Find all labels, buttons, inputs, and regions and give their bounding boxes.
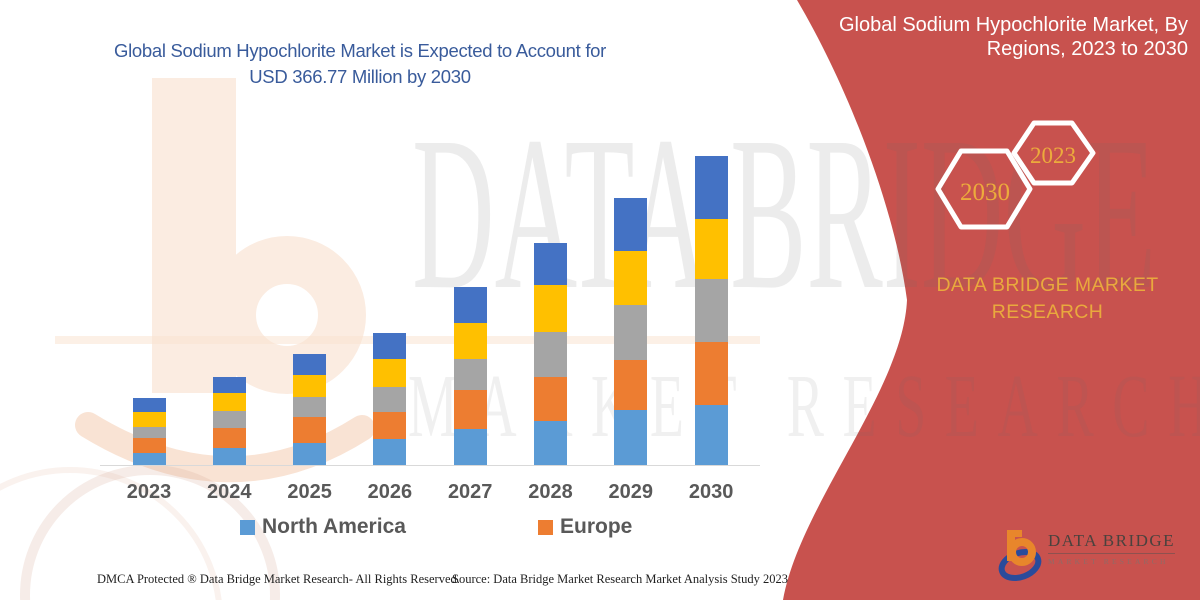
footer-source-text: Source: Data Bridge Market Research Mark…: [452, 572, 789, 586]
hexagon-2023-label: 2023: [1030, 143, 1076, 168]
x-axis-label-2026: 2026: [367, 481, 413, 503]
chart-title-line2: USD 366.77 Million by 2030: [249, 66, 471, 87]
bar-2026-segment-north-america: [373, 439, 407, 465]
bar-2024-segment-unlabeled-gray: [212, 411, 246, 428]
bar-2028-segment-unlabeled-blue: [534, 243, 567, 285]
x-axis-label-2024: 2024: [207, 481, 252, 503]
year-hexagons: [935, 120, 1096, 230]
hexagon-2023: [1011, 120, 1096, 186]
bar-2028-segment-europe: [534, 377, 567, 421]
bar-2030-segment-north-america: [694, 405, 728, 465]
bar-2027-segment-unlabeled-yellow: [453, 323, 487, 359]
data-bridge-logo-text: DATA BRIDGE MARKET RESEARCH: [1048, 531, 1176, 566]
logo-subtitle: MARKET RESEARCH: [1048, 557, 1169, 566]
x-axis-label-2028: 2028: [528, 481, 573, 503]
bar-2027-segment-unlabeled-gray: [453, 359, 487, 390]
x-axis-label-2030: 2030: [688, 481, 734, 503]
bar-2025-segment-europe: [293, 417, 327, 443]
footer-dmca-text: DMCA Protected ® Data Bridge Market Rese…: [97, 572, 460, 586]
bar-2025-segment-unlabeled-gray: [293, 397, 327, 417]
hexagon-2030-label: 2030: [960, 179, 1010, 206]
legend-label-north-america: North America: [262, 515, 406, 538]
bar-2029-segment-unlabeled-blue: [614, 198, 648, 251]
bar-2030-segment-unlabeled-gray: [694, 279, 728, 342]
bar-2024-segment-europe: [212, 428, 246, 448]
bar-2023-segment-north-america: [132, 453, 166, 465]
bar-2023-segment-unlabeled-gray: [132, 427, 166, 438]
x-axis-line: [100, 465, 760, 466]
bar-2029-segment-north-america: [614, 410, 648, 465]
bar-2025-segment-north-america: [293, 443, 327, 465]
bar-2027-segment-north-america: [453, 429, 487, 465]
x-axis-label-2027: 2027: [447, 481, 493, 503]
legend-item-europe: Europe: [538, 515, 632, 539]
bar-2024-segment-unlabeled-yellow: [212, 393, 246, 411]
bar-2030-segment-europe: [694, 342, 728, 405]
bar-2027-segment-unlabeled-blue: [453, 287, 487, 323]
bar-2026-segment-unlabeled-blue: [373, 333, 407, 359]
bar-2026-segment-unlabeled-yellow: [373, 359, 407, 387]
brand-wordmark-gold: DATA BRIDGE MARKET RESEARCH: [930, 272, 1165, 326]
bar-2025-segment-unlabeled-yellow: [293, 375, 327, 397]
bar-2026-segment-europe: [373, 412, 407, 439]
bar-2028-segment-unlabeled-yellow: [534, 285, 567, 332]
bar-2023-segment-europe: [132, 438, 166, 453]
legend-item-north-america: North America: [240, 515, 406, 539]
chart-title-line1: Global Sodium Hypochlorite Market is Exp…: [113, 40, 607, 61]
bar-2028-segment-north-america: [534, 421, 567, 465]
watermark-pale-band: [55, 336, 760, 344]
bar-2026-segment-unlabeled-gray: [373, 387, 407, 412]
bar-2024-segment-north-america: [212, 448, 246, 465]
bar-2027-segment-europe: [453, 390, 487, 429]
bar-2024-segment-unlabeled-blue: [212, 377, 246, 393]
legend-swatch-north-america: [240, 519, 255, 535]
ribbon-title-line1: Global Sodium Hypochlorite Market, By: [838, 14, 1188, 36]
legend-swatch-europe: [538, 519, 553, 535]
ribbon-title: Global Sodium Hypochlorite Market, By Re…: [808, 13, 1188, 61]
brand-wordmark-line2: RESEARCH: [991, 301, 1104, 323]
bar-2023-segment-unlabeled-yellow: [132, 412, 166, 427]
data-bridge-logo-icon: [998, 530, 1042, 582]
brand-wordmark-line1: DATA BRIDGE MARKET: [936, 274, 1159, 296]
bar-2025-segment-unlabeled-blue: [293, 354, 327, 375]
x-axis-label-2023: 2023: [126, 481, 172, 503]
logo-name: DATA BRIDGE: [1048, 531, 1176, 554]
bar-2030-segment-unlabeled-yellow: [694, 219, 728, 279]
ribbon-title-line2: Regions, 2023 to 2030: [986, 38, 1188, 60]
chart-title: Global Sodium Hypochlorite Market is Exp…: [80, 38, 640, 90]
bar-2030-segment-unlabeled-blue: [694, 156, 728, 219]
x-axis-label-2029: 2029: [608, 481, 654, 503]
hexagon-2030: [935, 148, 1033, 230]
bar-2029-segment-europe: [614, 360, 648, 410]
bar-2029-segment-unlabeled-yellow: [614, 251, 648, 305]
bar-2028-segment-unlabeled-gray: [534, 332, 567, 377]
legend-label-europe: Europe: [560, 515, 633, 538]
x-axis-label-2025: 2025: [287, 481, 332, 503]
bar-2029-segment-unlabeled-gray: [614, 305, 648, 360]
bar-2023-segment-unlabeled-blue: [132, 398, 166, 412]
